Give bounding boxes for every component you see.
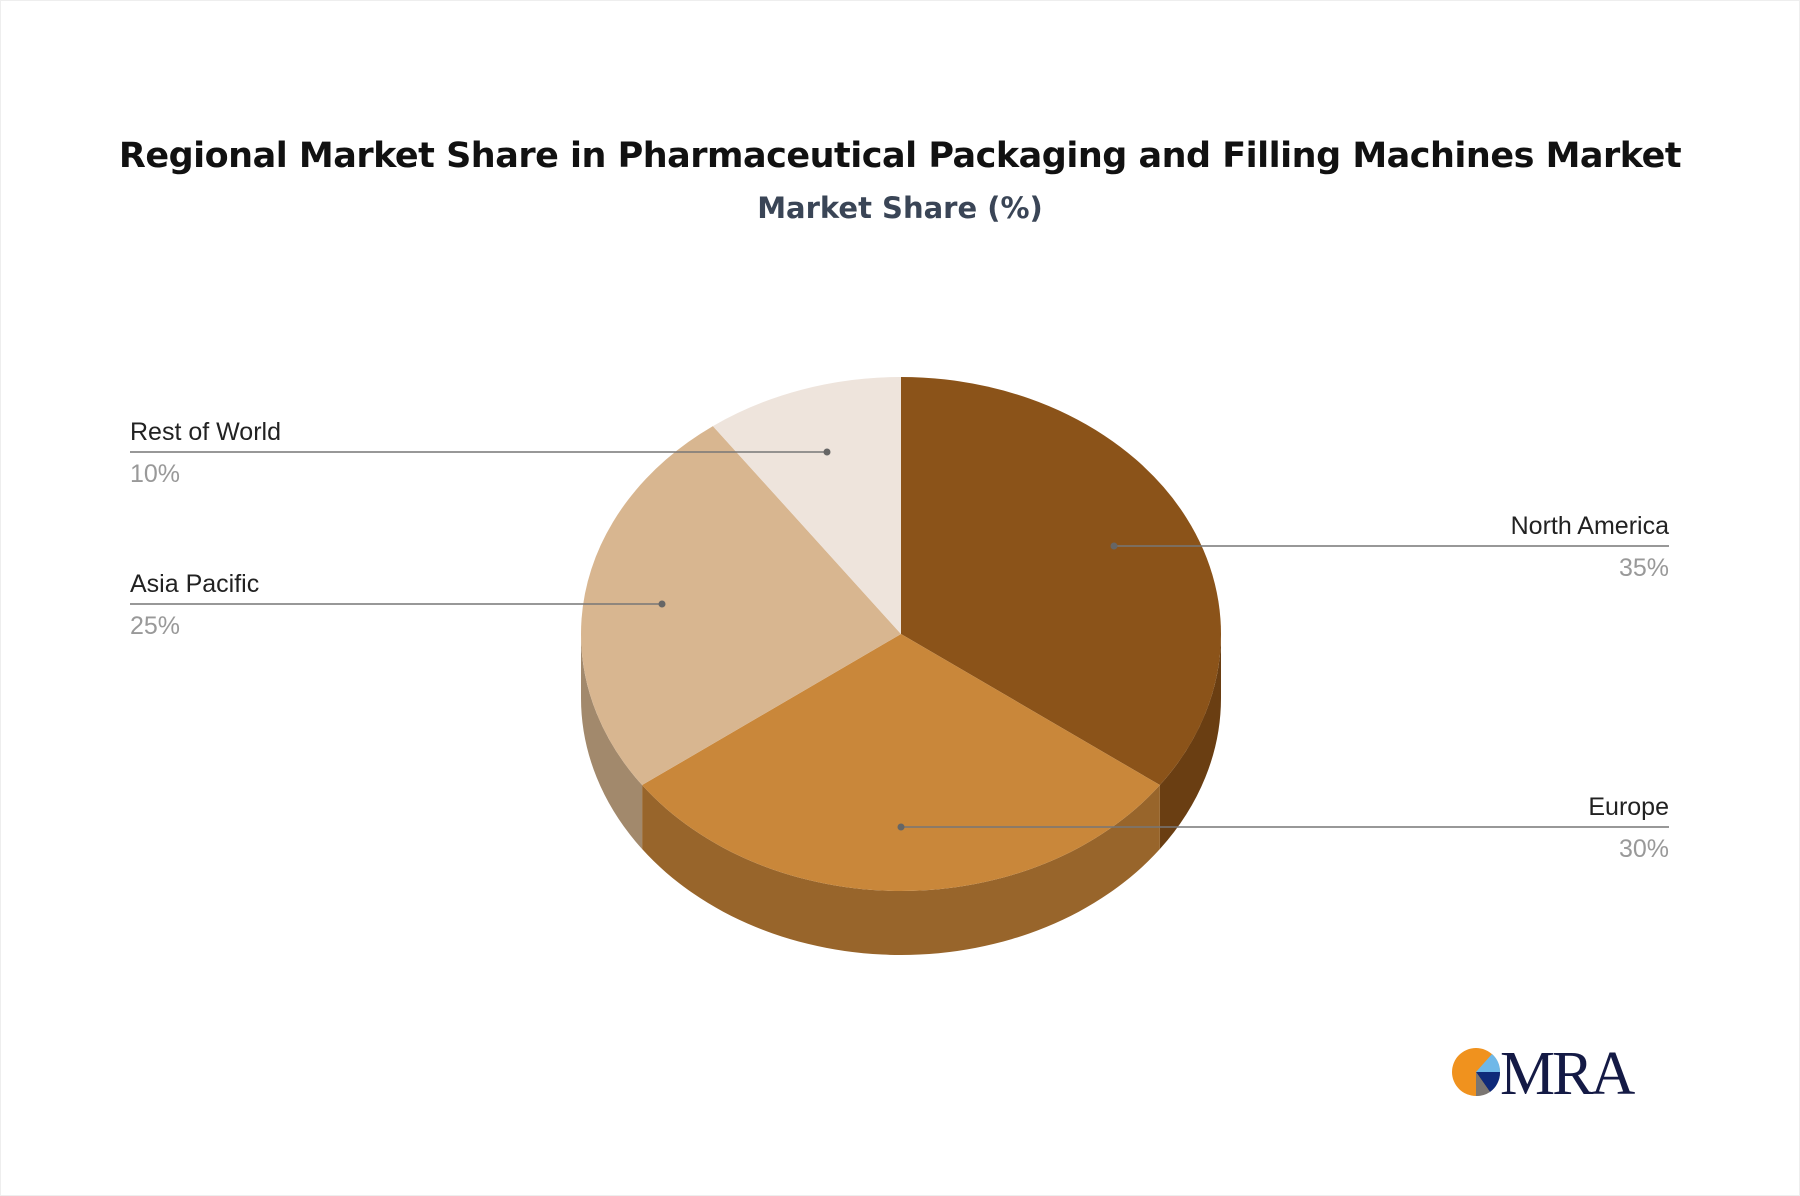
chart-title: Regional Market Share in Pharmaceutical … [118,136,1682,176]
leader-dot [1110,542,1118,550]
logo-slice [1476,1072,1490,1097]
pie-slice-rest-of-world [712,377,901,634]
slice-value: 35% [1619,554,1669,582]
slice-label: Rest of World [130,418,281,446]
pie-side-asia-pacific [581,634,643,850]
leader-dot [658,600,666,608]
slice-value: 30% [1619,835,1669,863]
mra-logo: MRA [1452,1040,1638,1108]
logo-slice [1476,1054,1501,1072]
pie-side-north-america [1159,634,1221,850]
slice-value: 25% [130,612,180,640]
pie-slice-asia-pacific [581,426,901,786]
logo-text: MRA [1500,1040,1635,1108]
slice-label: Europe [1588,793,1669,821]
chart-subtitle: Market Share (%) [757,191,1043,225]
pie-slice-north-america [901,377,1221,786]
leader-dot [897,823,905,831]
logo-slice [1476,1072,1501,1092]
leader-dot [823,448,831,456]
pie-side-europe [642,785,1160,956]
slice-value: 10% [130,460,180,488]
slice-label: Asia Pacific [130,570,259,598]
slice-label: North America [1511,512,1669,540]
